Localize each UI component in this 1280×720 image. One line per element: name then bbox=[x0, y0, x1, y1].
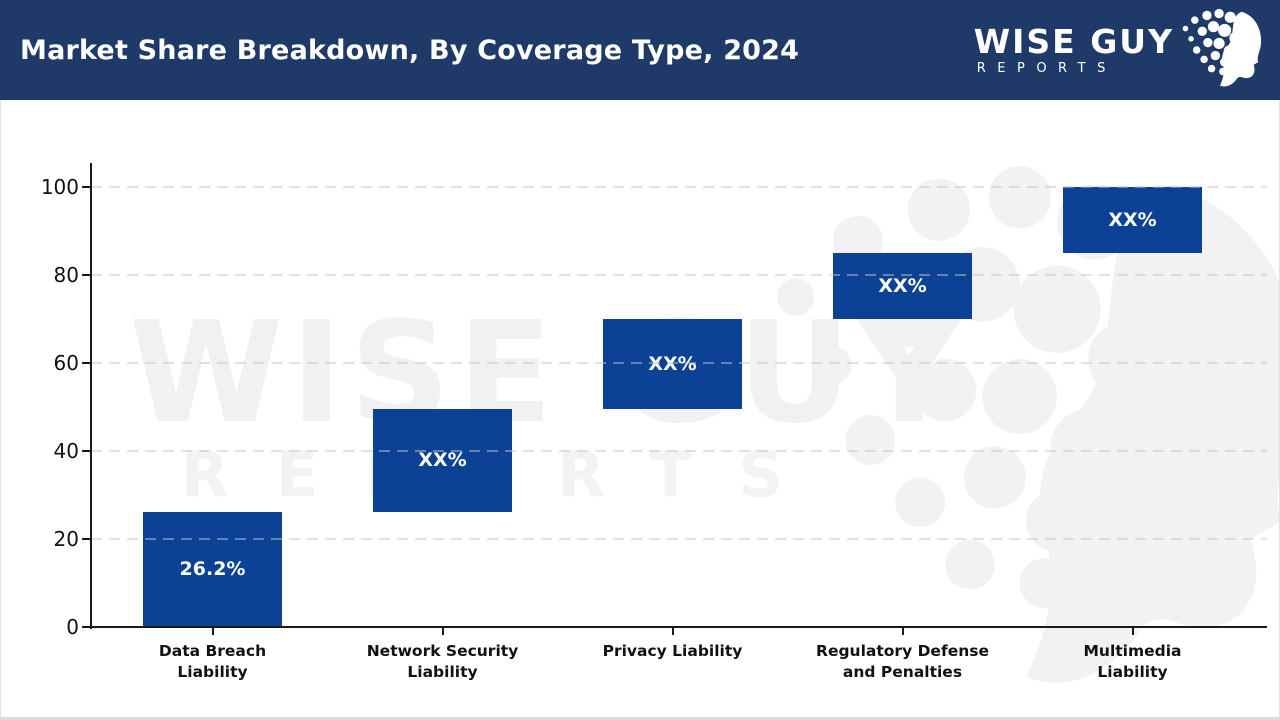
x-tick-mark bbox=[671, 628, 674, 635]
bar: XX% bbox=[1063, 187, 1202, 253]
y-tick-label: 0 bbox=[66, 615, 79, 639]
bar-value-label: XX% bbox=[418, 449, 467, 472]
bar: XX% bbox=[373, 409, 512, 512]
y-tick-mark bbox=[82, 274, 91, 276]
x-category-label: Data Breach Liability bbox=[158, 642, 267, 681]
gridline bbox=[91, 538, 1267, 540]
bar-value-label: XX% bbox=[878, 275, 927, 297]
logo-line2: REPORTS bbox=[976, 61, 1117, 76]
wise-guy-reports-logo: WISE GUY REPORTS bbox=[974, 8, 1262, 92]
y-axis-spine bbox=[90, 163, 92, 629]
y-tick-label: 20 bbox=[53, 527, 79, 551]
y-tick-mark bbox=[82, 362, 91, 364]
x-tick-mark bbox=[901, 628, 904, 635]
bar-value-label: 26.2% bbox=[179, 558, 246, 581]
x-category-label: Privacy Liability bbox=[602, 642, 743, 660]
bar: 26.2% bbox=[143, 511, 282, 627]
y-tick-label: 100 bbox=[40, 175, 79, 199]
gridline bbox=[91, 450, 1267, 452]
bar: XX% bbox=[603, 319, 742, 410]
logo-wordmark: WISE GUY REPORTS bbox=[974, 25, 1174, 75]
y-tick-mark bbox=[82, 186, 91, 188]
y-tick-mark bbox=[82, 538, 91, 540]
y-tick-label: 80 bbox=[53, 263, 79, 287]
plot-area: 26.2% XX% XX% XX% XX% bbox=[91, 165, 1267, 627]
y-tick-label: 60 bbox=[53, 351, 79, 375]
y-tick-label: 40 bbox=[53, 439, 79, 463]
bar-value-label: XX% bbox=[648, 353, 697, 376]
logo-line1: WISE GUY bbox=[973, 22, 1174, 61]
x-tick-mark bbox=[1131, 628, 1134, 635]
bar-value-label: XX% bbox=[1108, 209, 1157, 231]
y-tick-mark bbox=[82, 450, 91, 452]
bar: XX% bbox=[833, 253, 972, 319]
logo-face-icon bbox=[1182, 8, 1262, 87]
y-tick-mark bbox=[82, 626, 91, 628]
x-tick-mark bbox=[441, 628, 444, 635]
x-category-label: Network Security Liability bbox=[366, 642, 519, 681]
gridline bbox=[91, 362, 1267, 364]
chart-title: Market Share Breakdown, By Coverage Type… bbox=[20, 34, 800, 66]
x-axis-spine bbox=[90, 626, 1267, 628]
gridline bbox=[91, 186, 1267, 188]
header-bar: Market Share Breakdown, By Coverage Type… bbox=[0, 0, 1280, 100]
gridline bbox=[91, 274, 1267, 276]
x-category-label: Multimedia Liability bbox=[1083, 642, 1182, 681]
watermark-face-icon bbox=[777, 166, 1279, 683]
chart-canvas: WISE GUY REPORTS 26.2%XX%XX%XX%XX% 02040… bbox=[0, 100, 1280, 720]
x-category-label: Regulatory Defense and Penalties bbox=[816, 642, 989, 681]
x-tick-mark bbox=[211, 628, 214, 635]
